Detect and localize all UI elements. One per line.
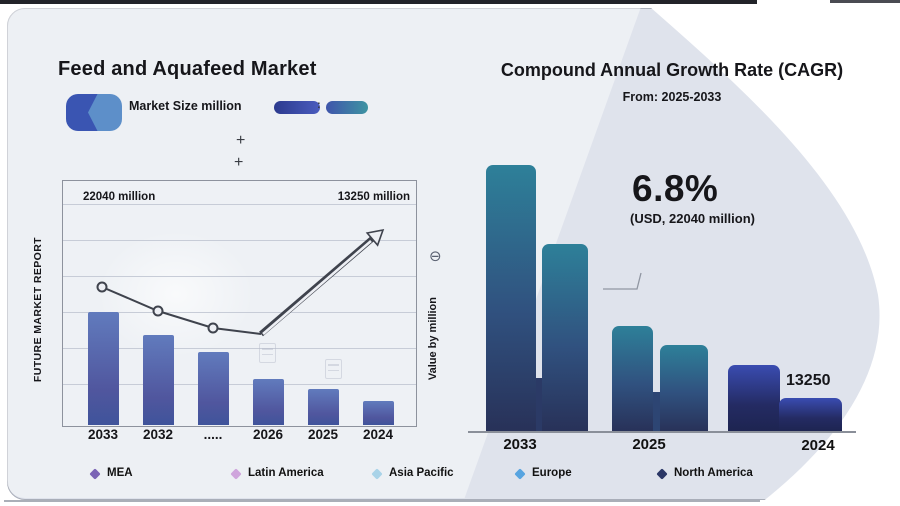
ratio-pill-left: [274, 101, 320, 114]
callout-13250: 13250: [786, 372, 831, 389]
right-chart-baseline: [468, 431, 856, 433]
x-label-2025: 2025: [307, 427, 339, 442]
legend-label-europe: Europe: [532, 467, 572, 479]
value-axis-label: Value by million: [427, 297, 439, 381]
document-watermark-icon: [259, 343, 276, 363]
bottom-border-line: [4, 500, 760, 502]
ratio-separator: :: [317, 99, 321, 111]
left-chart-bars: [63, 181, 416, 426]
page-title: Feed and Aquafeed Market: [58, 58, 317, 80]
end-value-label: 13250 million: [337, 191, 410, 203]
x-label-2032: 2032: [142, 427, 174, 442]
cagr-note: (USD, 22040 million): [630, 211, 755, 226]
start-value-label: 22040 million: [83, 191, 156, 203]
market-size-icon: [66, 94, 124, 131]
plus-mark-2: +: [234, 154, 244, 171]
right-x-label-2025: 2025: [632, 436, 666, 453]
market-size-label: Market Size million: [129, 99, 242, 113]
trend-line-and-arrow: [96, 228, 385, 337]
x-label-ellipsis: .....: [203, 427, 223, 442]
left-bar: [363, 401, 394, 425]
top-border-bar-right: [830, 0, 900, 3]
left-bar: [143, 335, 174, 425]
cagr-value: 6.8%: [632, 168, 719, 209]
gridline: [63, 276, 416, 277]
right-x-label-2033: 2033: [503, 436, 537, 453]
x-label-2024: 2024: [362, 427, 394, 442]
gridline: [63, 384, 416, 385]
x-label-2026: 2026: [252, 427, 284, 442]
future-market-report-watermark: FUTURE MARKET REPORT: [32, 237, 44, 383]
gridline: [63, 312, 416, 313]
gridline: [63, 348, 416, 349]
x-label-2033: 2033: [87, 427, 119, 442]
legend-label-mea: MEA: [107, 467, 133, 479]
ratio-pill-right: [326, 101, 368, 114]
legend-label-north-america: North America: [674, 467, 753, 479]
gridline: [63, 240, 416, 241]
cagr-title: Compound Annual Growth Rate (CAGR): [500, 60, 844, 80]
top-border-bar: [0, 0, 757, 4]
legend-label-asia-pacific: Asia Pacific: [389, 467, 454, 479]
legend-label-latin-america: Latin America: [248, 467, 324, 479]
right-x-label-2024: 2024: [801, 437, 835, 454]
plus-mark-1: +: [236, 132, 246, 149]
minus-circle-icon: ⊖: [429, 248, 442, 265]
document-watermark-icon: [325, 359, 342, 379]
gridline: [63, 204, 416, 205]
left-bar: [88, 312, 119, 425]
left-bar: [308, 389, 339, 425]
left-chart-frame: 22040 million 13250 million: [62, 180, 417, 427]
cagr-subtitle: From: 2025-2033: [622, 90, 722, 104]
left-bar: [253, 379, 284, 425]
corner-bracket-mark: [603, 272, 642, 290]
left-bar: [198, 352, 229, 425]
